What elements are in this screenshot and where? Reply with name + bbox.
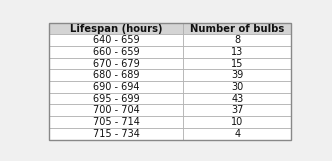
- Bar: [184, 46, 291, 58]
- Bar: [184, 93, 291, 104]
- Text: 43: 43: [231, 94, 243, 104]
- Bar: [184, 128, 291, 140]
- Bar: [49, 93, 184, 104]
- Bar: [49, 81, 184, 93]
- Bar: [184, 69, 291, 81]
- Text: 700 - 704: 700 - 704: [93, 105, 140, 115]
- Text: 13: 13: [231, 47, 243, 57]
- Bar: [49, 69, 184, 81]
- Text: 640 - 659: 640 - 659: [93, 35, 140, 45]
- Text: 695 - 699: 695 - 699: [93, 94, 140, 104]
- Bar: [184, 34, 291, 46]
- Text: 37: 37: [231, 105, 243, 115]
- Bar: [49, 116, 184, 128]
- Bar: [184, 81, 291, 93]
- Bar: [184, 104, 291, 116]
- Bar: [49, 104, 184, 116]
- Bar: [49, 128, 184, 140]
- Text: 670 - 679: 670 - 679: [93, 59, 140, 69]
- Text: 15: 15: [231, 59, 243, 69]
- Text: 8: 8: [234, 35, 240, 45]
- Text: 705 - 714: 705 - 714: [93, 117, 140, 127]
- Text: Lifespan (hours): Lifespan (hours): [70, 24, 163, 34]
- Bar: [49, 34, 184, 46]
- Bar: [184, 116, 291, 128]
- Bar: [49, 46, 184, 58]
- Text: 690 - 694: 690 - 694: [93, 82, 139, 92]
- Text: 10: 10: [231, 117, 243, 127]
- Text: 660 - 659: 660 - 659: [93, 47, 140, 57]
- Text: 30: 30: [231, 82, 243, 92]
- Bar: [49, 23, 184, 34]
- Bar: [184, 23, 291, 34]
- Bar: [184, 58, 291, 69]
- Text: 4: 4: [234, 129, 240, 139]
- Text: Number of bulbs: Number of bulbs: [190, 24, 285, 34]
- Text: 715 - 734: 715 - 734: [93, 129, 140, 139]
- Text: 680 - 689: 680 - 689: [93, 70, 139, 80]
- Bar: [49, 58, 184, 69]
- Text: 39: 39: [231, 70, 243, 80]
